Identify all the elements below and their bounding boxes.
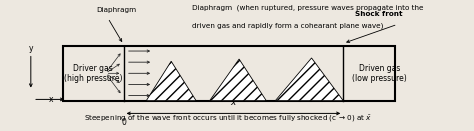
Text: x: x [49,95,54,104]
Text: 0: 0 [121,119,126,127]
Polygon shape [146,61,196,101]
Text: Driven gas
(low pressure): Driven gas (low pressure) [352,64,407,83]
Text: Shock front: Shock front [355,11,402,17]
Text: driven gas and rapidly form a cohearant plane wave): driven gas and rapidly form a cohearant … [191,22,383,29]
Text: Driver gas
(high pressure): Driver gas (high pressure) [64,64,122,83]
Bar [63,46,395,101]
Text: Steepening of the wave front occurs until it becomes fully shocked (c → 0) at $\: Steepening of the wave front occurs unti… [84,113,372,124]
Text: Diaphragm  (when ruptured, pressure waves propagate into the: Diaphragm (when ruptured, pressure waves… [191,4,423,11]
Text: Diaphragm: Diaphragm [97,7,137,13]
Polygon shape [275,58,343,101]
Text: y: y [28,44,33,53]
Polygon shape [210,59,266,101]
Text: $\bar{x}$: $\bar{x}$ [229,97,237,108]
